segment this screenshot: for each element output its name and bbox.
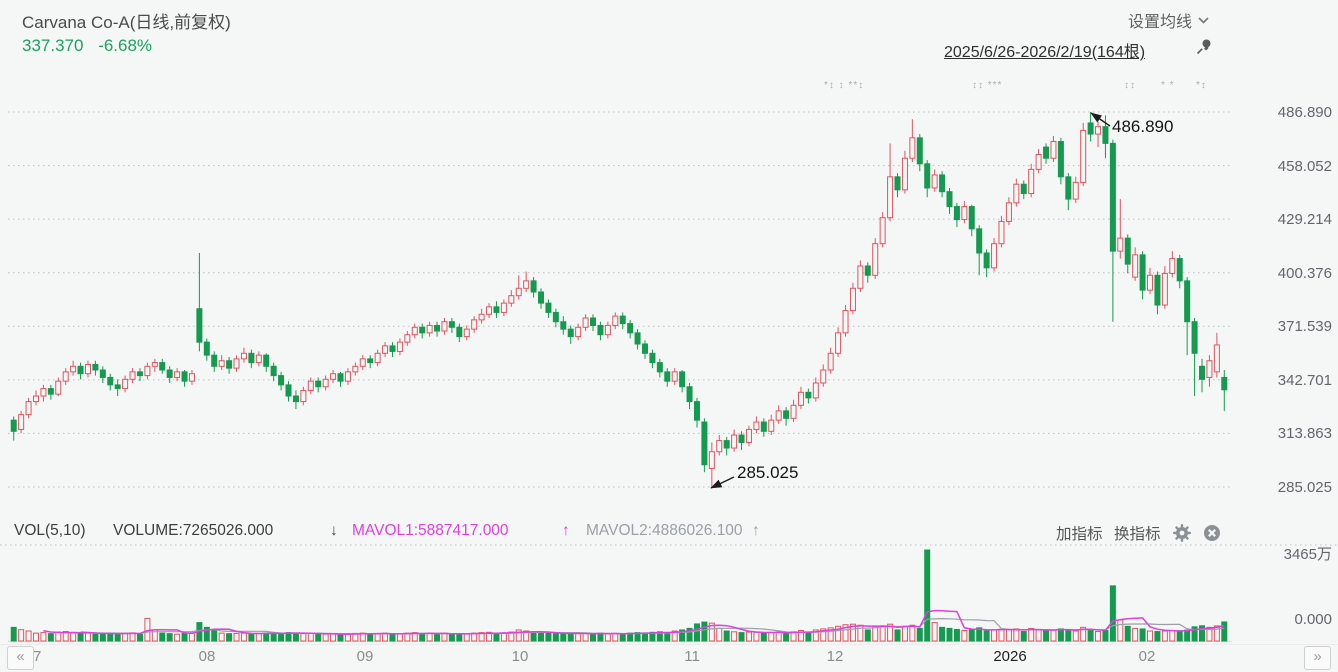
mavol2-direction-arrow: ↑ — [752, 522, 760, 539]
volume-direction-arrow: ↓ — [330, 522, 338, 539]
ma-settings-label: 设置均线 — [1128, 14, 1193, 31]
time-axis-label: 12 — [826, 648, 844, 665]
last-price-row: 337.370 -6.68% — [22, 36, 152, 56]
chevron-down-icon — [1198, 16, 1209, 24]
price-axis-label: 400.376 — [1277, 264, 1332, 282]
mavol1-direction-arrow: ↑ — [562, 522, 570, 539]
time-axis-label: 2026 — [993, 648, 1027, 665]
page-title: Carvana Co-A(日线,前复权) — [22, 13, 231, 32]
change-percent: -6.68% — [98, 36, 153, 55]
volume-axis-label: 0.000 — [1294, 611, 1332, 628]
ma-settings-button[interactable]: 设置均线 — [1128, 8, 1209, 32]
time-axis-label: 10 — [511, 648, 529, 665]
mavol2-value: MAVOL2:4886026.100 — [586, 522, 743, 539]
date-range-link[interactable]: 2025/6/26-2026/2/19(164根) — [944, 44, 1146, 61]
price-axis-label: 313.863 — [1277, 425, 1332, 443]
price-axis-label: 342.701 — [1277, 371, 1332, 389]
price-axis-label: 458.052 — [1277, 157, 1332, 175]
scroll-left-button[interactable]: « — [7, 646, 34, 670]
price-axis-label: 285.025 — [1277, 479, 1332, 496]
pin-icon[interactable] — [1196, 38, 1213, 60]
event-markers-row: *↕ ↕ **↕ ↕↕ *** ↕↕ * * *↕ — [0, 80, 1338, 94]
time-axis-label: 09 — [356, 648, 374, 665]
volume-axis-label: 3465万 — [1283, 546, 1332, 563]
switch-indicator-button[interactable]: 换指标 — [1114, 526, 1161, 543]
event-marker[interactable]: * * — [1161, 80, 1175, 91]
volume-value: VOLUME:7265026.000 — [113, 522, 274, 539]
low-price-annotation: 285.025 — [737, 463, 799, 482]
event-marker[interactable]: ↕↕ *** — [972, 80, 1003, 91]
price-axis-label: 371.539 — [1277, 318, 1332, 336]
time-axis-label: 11 — [684, 648, 700, 665]
add-indicator-button[interactable]: 加指标 — [1056, 526, 1103, 543]
axis-divider — [0, 644, 1338, 645]
event-marker[interactable]: *↕ — [1196, 80, 1207, 91]
price-axis-label: 429.214 — [1277, 211, 1332, 229]
time-axis-label: 02 — [1138, 648, 1156, 665]
close-indicator-icon[interactable] — [1202, 523, 1222, 548]
event-marker[interactable]: ↕↕ — [1124, 80, 1136, 91]
volume-indicator-header: VOL(5,10) VOLUME:7265026.000 ↓ MAVOL1:58… — [0, 522, 1338, 544]
high-price-annotation: 486.890 — [1112, 117, 1174, 136]
vol-indicator-name: VOL(5,10) — [14, 522, 86, 539]
last-price: 337.370 — [22, 36, 84, 55]
event-marker[interactable]: *↕ ↕ **↕ — [824, 80, 865, 91]
price-axis-label: 486.890 — [1277, 104, 1332, 121]
mavol1-value: MAVOL1:5887417.000 — [352, 522, 509, 539]
time-axis-label: 08 — [198, 648, 216, 665]
scroll-right-button[interactable]: » — [1304, 646, 1331, 670]
gear-icon[interactable] — [1172, 523, 1192, 548]
